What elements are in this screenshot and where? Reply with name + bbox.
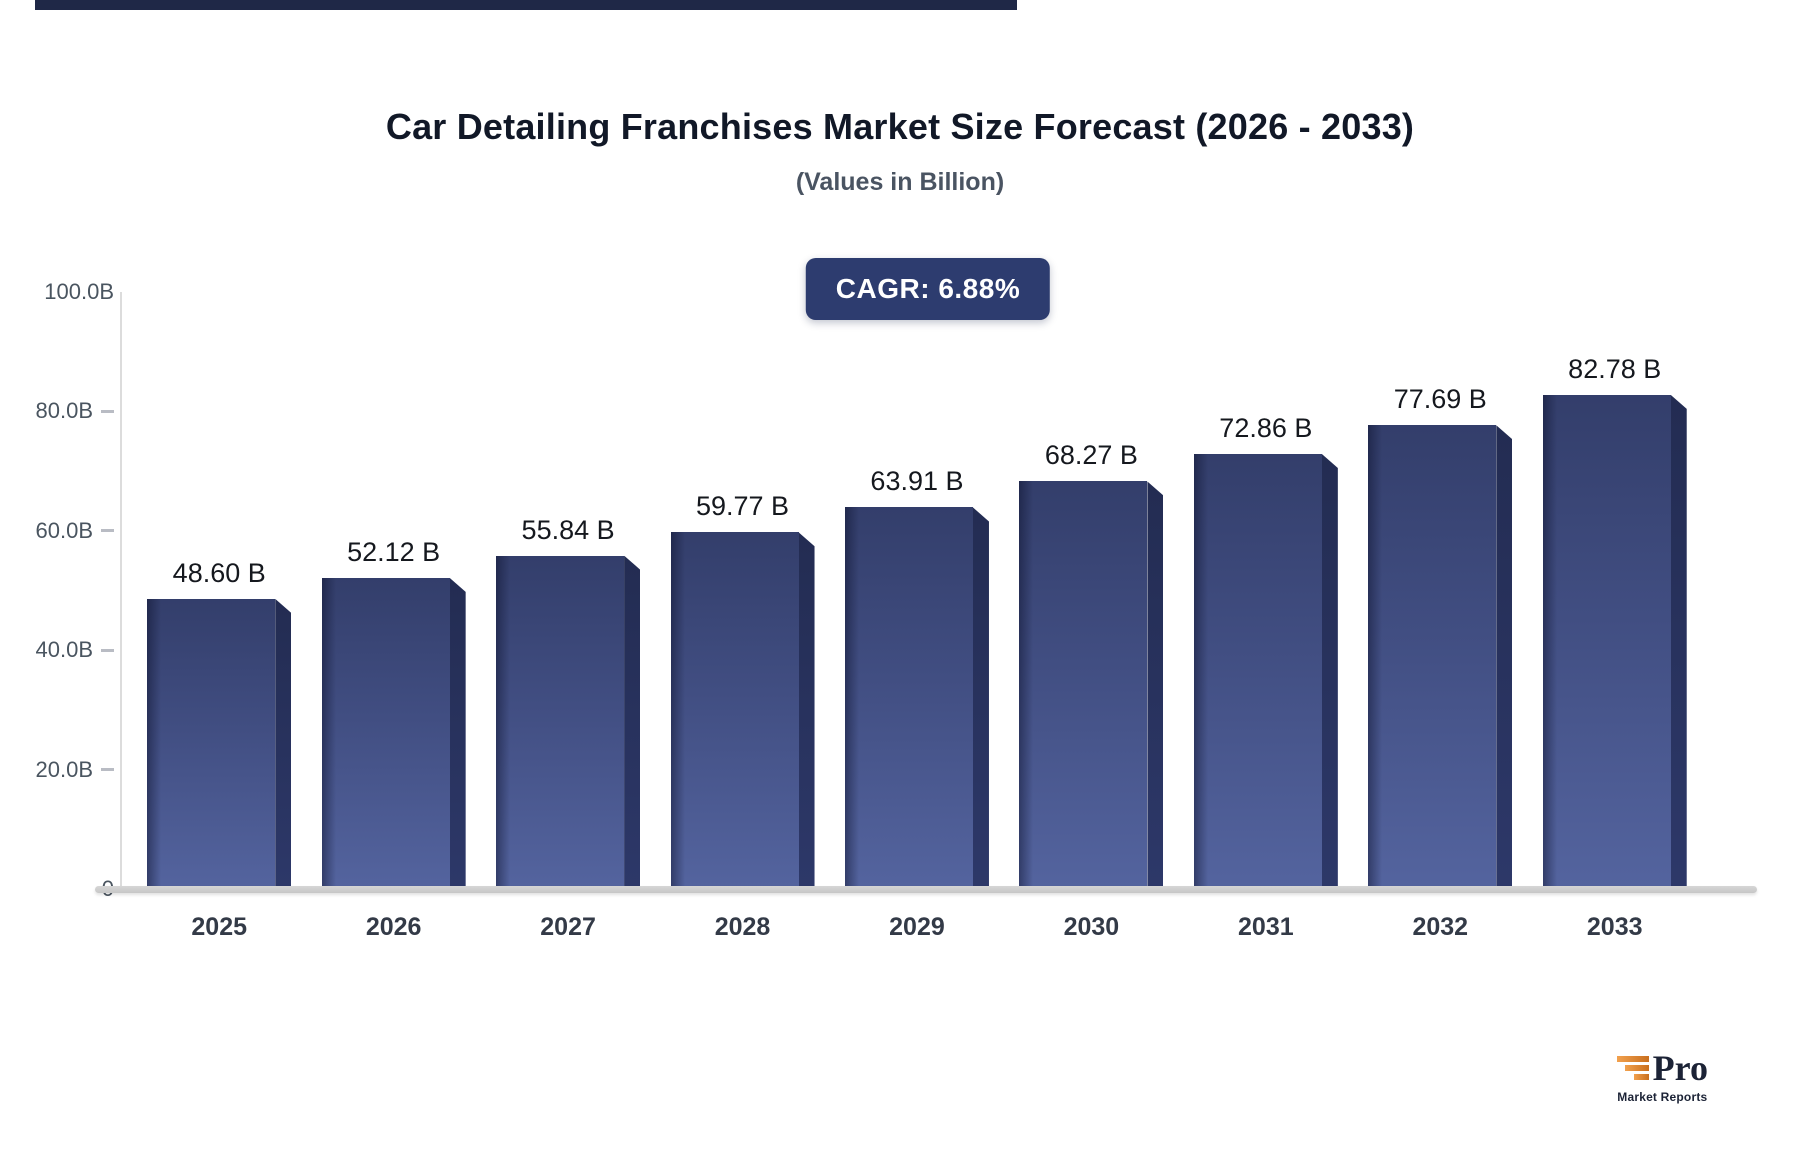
y-tick: 20.0B xyxy=(36,757,123,783)
x-axis-label: 2028 xyxy=(714,913,771,941)
brand-tagline: Market Reports xyxy=(1617,1090,1708,1104)
y-tick: 100.0B xyxy=(44,279,122,305)
chart-subtitle: (Values in Billion) xyxy=(795,168,1005,196)
bar: 72.86 B 2031 xyxy=(1193,413,1338,941)
bar-slot: 72.86 B 2031 xyxy=(1179,292,1353,941)
brand-logo: Pro Market Reports xyxy=(1616,1048,1708,1104)
bar-side-face xyxy=(624,555,641,889)
bar-value-label: 52.12 B xyxy=(347,536,441,567)
bar-face xyxy=(1542,394,1671,890)
bar-face xyxy=(1019,481,1148,889)
bar-value-label: 72.86 B xyxy=(1219,413,1313,444)
bar-face xyxy=(321,577,450,890)
bar-side-face xyxy=(275,598,292,889)
y-tick: 80.0B xyxy=(36,398,123,424)
cagr-badge: CAGR: 6.88% xyxy=(805,258,1051,320)
bar-face xyxy=(496,555,625,890)
bar-side-face xyxy=(1321,454,1338,889)
bar-face xyxy=(1193,454,1322,889)
x-axis-label: 2031 xyxy=(1238,913,1294,941)
chart-title: Car Detailing Franchises Market Size For… xyxy=(385,106,1415,147)
logo-lines-icon xyxy=(1616,1056,1649,1080)
top-accent-bar xyxy=(35,0,1017,10)
y-tick: 40.0B xyxy=(36,637,123,663)
y-tick-mark xyxy=(101,648,114,652)
bar-side-face xyxy=(449,577,466,889)
y-tick-mark xyxy=(101,529,114,533)
bar-face xyxy=(844,507,973,889)
x-axis-label: 2033 xyxy=(1586,913,1643,941)
y-tick: 60.0B xyxy=(36,518,123,544)
bar-slot: 55.84 B 2027 xyxy=(481,292,655,941)
bar-value-label: 63.91 B xyxy=(870,466,964,497)
x-axis-label: 2026 xyxy=(365,913,422,941)
brand-name: Pro xyxy=(1652,1048,1708,1088)
bar: 68.27 B 2030 xyxy=(1019,440,1164,941)
bar-slot: 59.77 B 2028 xyxy=(655,292,829,941)
x-axis-baseline xyxy=(95,886,1757,893)
bar: 77.69 B 2032 xyxy=(1368,384,1513,941)
bar-slot: 68.27 B 2030 xyxy=(1004,292,1178,941)
x-axis-label: 2030 xyxy=(1063,913,1120,941)
bar-slot: 77.69 B 2032 xyxy=(1353,292,1527,941)
bar-face xyxy=(670,532,799,889)
bar-value-label: 82.78 B xyxy=(1568,353,1662,384)
bar: 63.91 B 2029 xyxy=(844,466,989,941)
bar-value-label: 77.69 B xyxy=(1393,384,1487,415)
y-tick-mark xyxy=(101,409,114,413)
bar: 55.84 B 2027 xyxy=(496,515,641,941)
bar-slot: 48.60 B 2025 xyxy=(132,292,306,941)
bar-side-face xyxy=(1670,394,1687,889)
y-tick-mark xyxy=(101,768,114,772)
y-tick-label: 20.0B xyxy=(35,756,94,782)
bar: 82.78 B 2033 xyxy=(1542,354,1687,941)
bar-slot: 63.91 B 2029 xyxy=(830,292,1004,941)
bar-side-face xyxy=(1147,481,1164,889)
bar-value-label: 59.77 B xyxy=(695,491,790,522)
bar-face xyxy=(1368,425,1497,889)
bar-value-label: 68.27 B xyxy=(1044,440,1138,471)
bar-side-face xyxy=(1496,425,1513,889)
bar-side-face xyxy=(798,532,815,889)
bars: 48.60 B 2025 52.12 B 2026 55.84 B 2027 59.77 B… xyxy=(132,292,1702,941)
y-tick-label: 100.0B xyxy=(44,279,114,304)
x-axis-label: 2032 xyxy=(1412,913,1469,941)
bar-side-face xyxy=(972,507,989,889)
bar: 59.77 B 2028 xyxy=(670,491,815,941)
x-axis-label: 2029 xyxy=(889,913,945,941)
y-tick-label: 60.0B xyxy=(35,517,94,543)
y-tick-label: 40.0B xyxy=(35,637,94,663)
bar: 48.60 B 2025 xyxy=(147,558,292,941)
bar-slot: 52.12 B 2026 xyxy=(306,292,480,941)
x-axis-label: 2025 xyxy=(191,913,248,941)
bar: 52.12 B 2026 xyxy=(321,537,466,941)
bar-value-label: 55.84 B xyxy=(521,514,615,545)
bar-slot: 82.78 B 2033 xyxy=(1528,292,1702,941)
x-axis-label: 2027 xyxy=(540,913,596,941)
bar-value-label: 48.60 B xyxy=(172,557,266,588)
y-tick-label: 80.0B xyxy=(35,398,94,424)
bar-face xyxy=(147,598,276,890)
